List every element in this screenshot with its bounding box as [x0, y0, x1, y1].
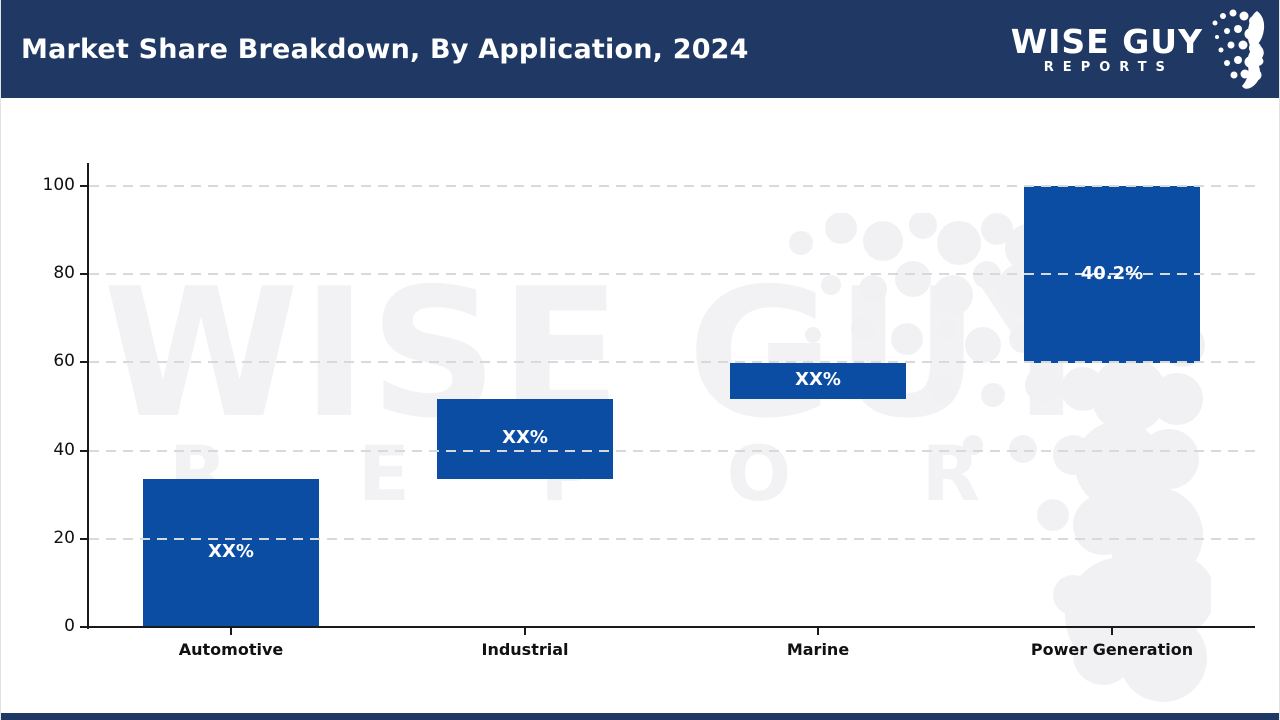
y-tick-label: 100 [42, 175, 75, 195]
x-category-label: Industrial [481, 640, 569, 659]
y-axis-line [87, 163, 89, 629]
y-tick [80, 626, 87, 628]
page-title: Market Share Breakdown, By Application, … [21, 33, 749, 65]
gridline [89, 361, 1255, 364]
bar-automotive [143, 479, 319, 627]
y-tick [80, 449, 87, 452]
x-tick [1111, 628, 1113, 635]
chart-area: WISE GUY R E P O R T S [1, 98, 1279, 713]
gridline [89, 537, 1255, 540]
x-tick [524, 628, 526, 635]
bar-value-label: XX% [208, 541, 254, 563]
y-tick [80, 273, 87, 276]
bar-industrial [437, 399, 613, 480]
header: Market Share Breakdown, By Application, … [1, 0, 1279, 98]
y-tick [80, 537, 87, 540]
x-axis-line [87, 626, 1255, 628]
bar-value-label: XX% [795, 369, 841, 391]
brand-logo: WISE GUY REPORTS [1011, 7, 1265, 91]
y-tick [80, 185, 87, 187]
y-tick-label: 80 [53, 263, 75, 284]
bar-value-label: XX% [502, 427, 548, 449]
bar-value-label: 40.2% [1080, 262, 1144, 284]
y-tick-label: 60 [53, 351, 75, 372]
gridline [89, 185, 1255, 187]
x-tick [230, 628, 232, 635]
y-tick-label: 20 [53, 527, 75, 548]
bar-marine [730, 363, 906, 399]
gridline [89, 273, 1255, 276]
gridline [89, 449, 1255, 452]
x-category-label: Power Generation [1030, 640, 1194, 659]
logo-line2: REPORTS [1043, 60, 1174, 76]
x-category-label: Automotive [178, 640, 284, 659]
footer-bar [1, 713, 1279, 720]
logo-line1: WISE GUY [1010, 21, 1203, 61]
logo-face-icon [1212, 9, 1265, 89]
y-tick-label: 0 [64, 616, 75, 636]
y-tick [80, 361, 87, 364]
logo-wordmark: WISE GUY REPORTS [1010, 21, 1203, 76]
x-category-label: Marine [786, 640, 850, 659]
y-tick-label: 40 [53, 439, 75, 460]
x-tick [817, 628, 819, 635]
